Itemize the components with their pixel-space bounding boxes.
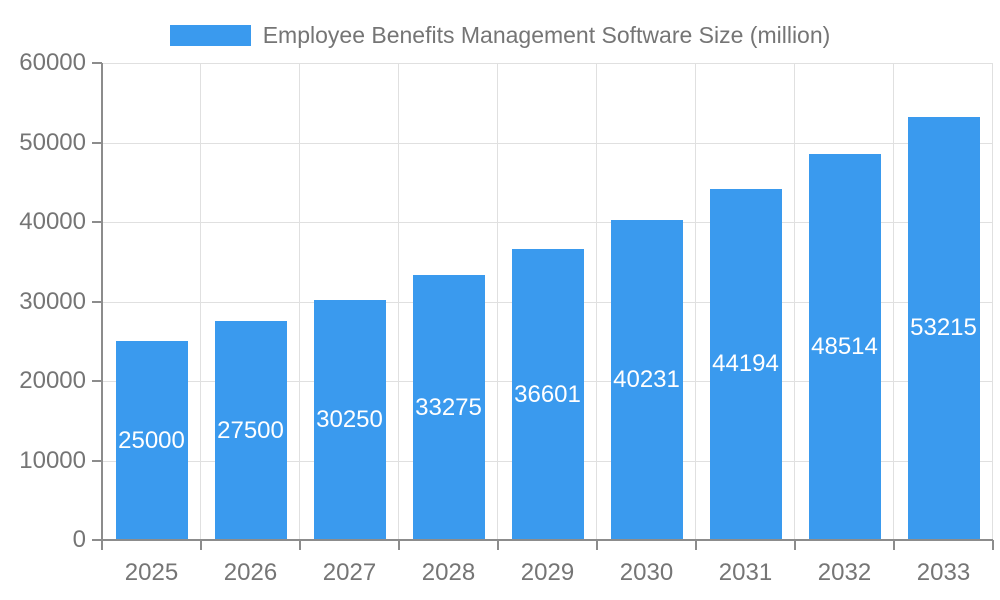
bar-value-label: 44194 (712, 350, 779, 378)
legend-label: Employee Benefits Management Software Si… (262, 22, 831, 48)
x-axis-tick-label: 2031 (718, 559, 773, 586)
y-axis-tick (92, 459, 102, 462)
x-axis-tick-label: 2032 (817, 559, 872, 586)
v-gridline (794, 63, 795, 540)
x-axis-tick (497, 540, 499, 550)
v-gridline (497, 63, 498, 540)
x-axis: 2025 2026 2027 2028 2029 2030 2031 2032 2033 (102, 556, 993, 590)
x-axis-tick-label: 2026 (223, 559, 278, 586)
h-gridline (102, 142, 993, 144)
h-gridline (102, 222, 993, 223)
y-axis-tick (92, 300, 102, 303)
bar[interactable]: 48514 (808, 154, 881, 540)
y-axis-tick (92, 62, 102, 64)
y-axis-tick (92, 539, 102, 541)
y-axis-tick-label: 10000 (19, 446, 86, 474)
x-axis-tick (893, 540, 895, 550)
h-gridline (102, 63, 993, 64)
v-gridline (893, 63, 894, 540)
x-axis-tick-label: 2033 (916, 559, 971, 586)
bar-value-label: 48514 (811, 333, 878, 361)
bar-value-label: 30250 (316, 405, 383, 433)
bar[interactable]: 25000 (115, 341, 188, 540)
x-axis-tick-label: 2030 (619, 559, 674, 586)
y-axis-tick-label: 30000 (19, 287, 86, 315)
bar-value-label: 27500 (217, 416, 284, 444)
v-gridline (299, 63, 300, 540)
x-axis-tick (596, 540, 598, 550)
bar-value-label: 25000 (118, 426, 185, 454)
x-axis-tick (101, 540, 103, 550)
bar[interactable]: 27500 (214, 321, 287, 540)
y-axis-tick (92, 380, 102, 382)
y-axis-line (101, 63, 103, 540)
y-axis-tick-label: 40000 (19, 208, 86, 235)
bar[interactable]: 40231 (610, 220, 683, 540)
legend[interactable]: Employee Benefits Management Software Si… (0, 22, 1000, 49)
x-axis-tick-label: 2028 (421, 559, 476, 586)
y-axis: 0 10000 20000 30000 40000 50000 60000 (0, 49, 86, 553)
v-gridline (992, 63, 993, 540)
v-gridline (695, 63, 696, 540)
x-axis-tick (200, 540, 202, 550)
y-axis-tick-label: 50000 (19, 128, 86, 156)
v-gridline (398, 63, 399, 540)
bar[interactable]: 36601 (511, 249, 584, 540)
x-axis-tick (794, 540, 796, 550)
x-axis-tick (299, 540, 301, 550)
y-axis-tick (92, 141, 102, 144)
bar[interactable]: 44194 (709, 188, 782, 540)
y-axis-tick (92, 221, 102, 223)
bar[interactable]: 53215 (907, 116, 980, 540)
x-axis-line (92, 539, 993, 541)
bar[interactable]: 30250 (313, 299, 386, 540)
bar-value-label: 33275 (415, 393, 482, 421)
bar[interactable]: 33275 (412, 275, 485, 540)
v-gridline (596, 63, 597, 540)
y-axis-tick-label: 60000 (19, 49, 86, 76)
bar-value-label: 36601 (514, 380, 581, 408)
v-gridline (200, 63, 201, 540)
legend-swatch (169, 25, 251, 46)
bar-value-label: 40231 (613, 366, 680, 394)
plot-area: 25000 27500 30250 33275 36601 40231 44194 48514… (102, 63, 993, 540)
y-axis-tick-label: 0 (72, 526, 86, 553)
x-axis-tick-label: 2025 (124, 559, 179, 586)
x-axis-tick-label: 2027 (322, 559, 377, 586)
x-axis-tick (992, 540, 994, 550)
bar-value-label: 53215 (910, 314, 977, 342)
y-axis-tick-label: 20000 (19, 367, 86, 394)
x-axis-tick-label: 2029 (520, 559, 575, 586)
x-axis-tick (398, 540, 400, 550)
x-axis-tick (695, 540, 697, 550)
